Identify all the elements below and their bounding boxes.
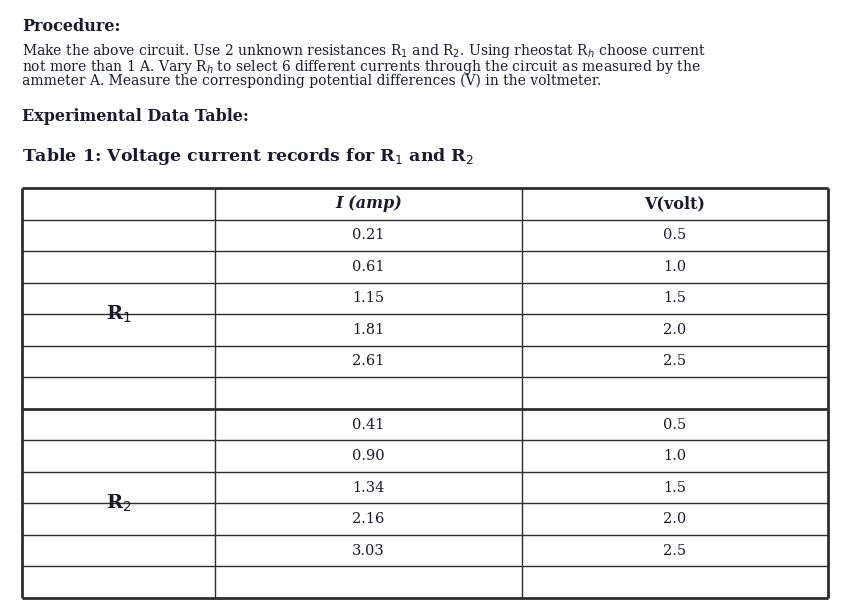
Text: 0.5: 0.5 — [663, 228, 687, 243]
Text: V(volt): V(volt) — [644, 195, 706, 212]
Text: 0.5: 0.5 — [663, 417, 687, 431]
Text: 0.90: 0.90 — [352, 449, 385, 463]
Text: Experimental Data Table:: Experimental Data Table: — [22, 108, 249, 125]
Text: Procedure:: Procedure: — [22, 18, 121, 35]
Text: 1.81: 1.81 — [352, 323, 385, 337]
Text: not more than 1 A. Vary R$_h$ to select 6 different currents through the circuit: not more than 1 A. Vary R$_h$ to select … — [22, 58, 700, 76]
Text: 1.34: 1.34 — [352, 480, 385, 495]
Text: Table 1: Voltage current records for R$_1$ and R$_2$: Table 1: Voltage current records for R$_… — [22, 146, 474, 167]
Text: 1.0: 1.0 — [663, 449, 687, 463]
Text: 1.5: 1.5 — [664, 292, 687, 306]
Text: 1.15: 1.15 — [352, 292, 385, 306]
Text: R$_1$: R$_1$ — [105, 304, 132, 325]
Text: 2.0: 2.0 — [663, 512, 687, 526]
Text: Make the above circuit. Use 2 unknown resistances R$_1$ and R$_2$. Using rheosta: Make the above circuit. Use 2 unknown re… — [22, 42, 706, 60]
Text: 2.5: 2.5 — [663, 544, 687, 558]
Text: R$_2$: R$_2$ — [105, 492, 132, 514]
Text: 2.61: 2.61 — [352, 355, 385, 368]
Text: 1.0: 1.0 — [663, 260, 687, 274]
Text: 0.41: 0.41 — [352, 417, 385, 431]
Text: ammeter A. Measure the corresponding potential differences (V) in the voltmeter.: ammeter A. Measure the corresponding pot… — [22, 74, 601, 88]
Text: 3.03: 3.03 — [352, 544, 385, 558]
Text: 2.0: 2.0 — [663, 323, 687, 337]
Text: 2.16: 2.16 — [352, 512, 385, 526]
Text: 2.5: 2.5 — [663, 355, 687, 368]
Text: I (amp): I (amp) — [335, 195, 402, 212]
Text: 0.61: 0.61 — [352, 260, 385, 274]
Text: 0.21: 0.21 — [352, 228, 385, 243]
Text: 1.5: 1.5 — [664, 480, 687, 495]
